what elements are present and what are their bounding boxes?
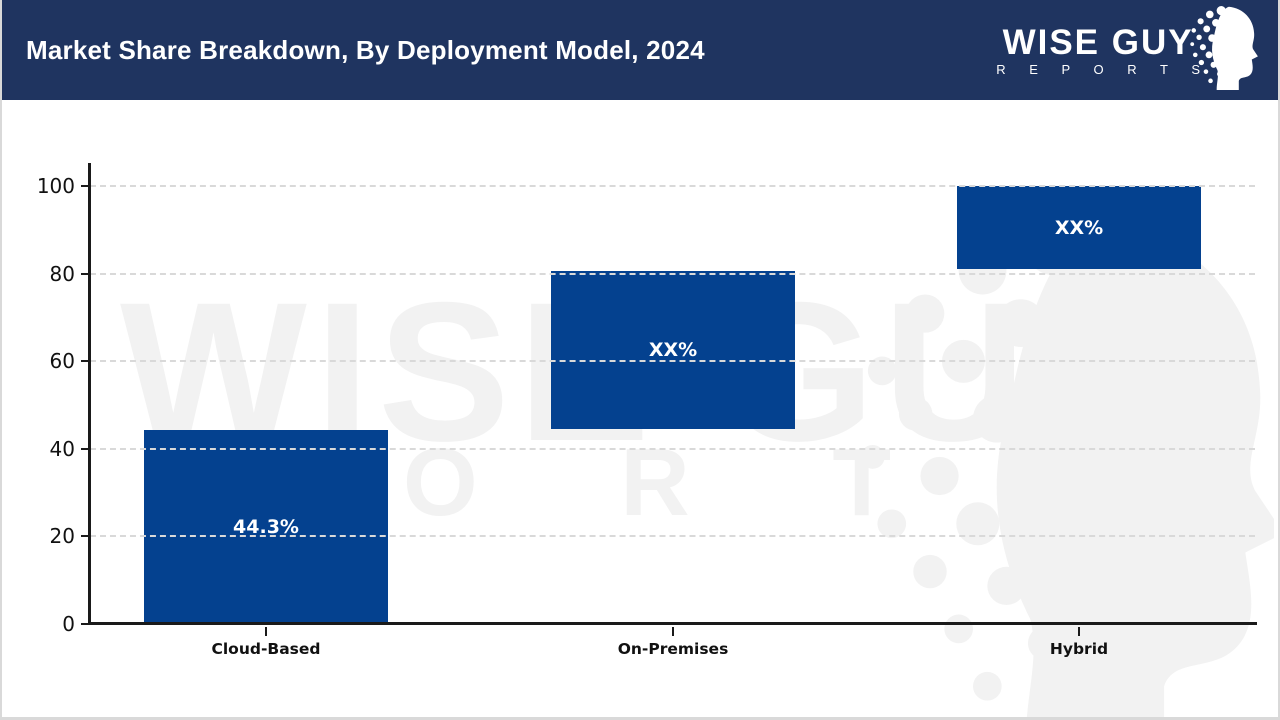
y-tick-mark: [81, 447, 90, 450]
bar-value-label: 44.3%: [233, 515, 299, 538]
gridline-20: [90, 535, 1255, 538]
bar-value-label: XX%: [1054, 216, 1104, 239]
y-tick-mark: [81, 535, 90, 538]
gridline-40: [90, 447, 1255, 450]
x-axis-line: [88, 622, 1257, 625]
y-tick-mark: [81, 623, 90, 625]
gridline-80: [90, 272, 1255, 275]
wise-guy-logo: WISE GUY R E P O R T S: [996, 6, 1258, 90]
x-category-label: Cloud-Based: [211, 640, 321, 658]
gridline-60: [90, 360, 1255, 363]
y-tick-label: 40: [49, 436, 75, 461]
page-title: Market Share Breakdown, By Deployment Mo…: [26, 34, 705, 65]
plot-area: 44.3% XX% XX% 0 20 40 60 80 100 Cloud-Based On-Pre…: [2, 100, 1278, 717]
y-tick-label: 0: [62, 612, 75, 636]
bar-value-label: XX%: [648, 339, 698, 362]
bar-cloud-based: 44.3%: [144, 429, 388, 624]
logo-wiseguy-text: WISE GUY: [1002, 22, 1194, 62]
logo-text: WISE GUY R E P O R T S: [996, 25, 1200, 76]
x-tick-mark: [672, 627, 674, 636]
bar-hybrid: XX%: [957, 186, 1201, 270]
y-tick-label: 80: [49, 261, 75, 286]
y-tick-label: 100: [36, 174, 75, 198]
logo-reports-text: R E P O R T S: [996, 61, 1210, 77]
x-category-label: Hybrid: [1049, 640, 1109, 658]
x-category-label: On-Premises: [617, 640, 729, 658]
y-tick-mark: [81, 272, 90, 275]
header-bar: Market Share Breakdown, By Deployment Mo…: [2, 0, 1278, 100]
bar-on-premises: XX%: [551, 271, 795, 430]
gridline-100: [90, 185, 1255, 187]
y-tick-label: 20: [49, 524, 75, 549]
y-tick-label: 60: [49, 349, 75, 374]
dotted-head-icon: [1190, 6, 1258, 90]
x-tick-mark: [1078, 627, 1080, 636]
y-tick-mark: [81, 360, 90, 363]
y-axis-line: [88, 163, 91, 625]
x-tick-mark: [265, 627, 267, 636]
y-tick-mark: [81, 185, 90, 187]
